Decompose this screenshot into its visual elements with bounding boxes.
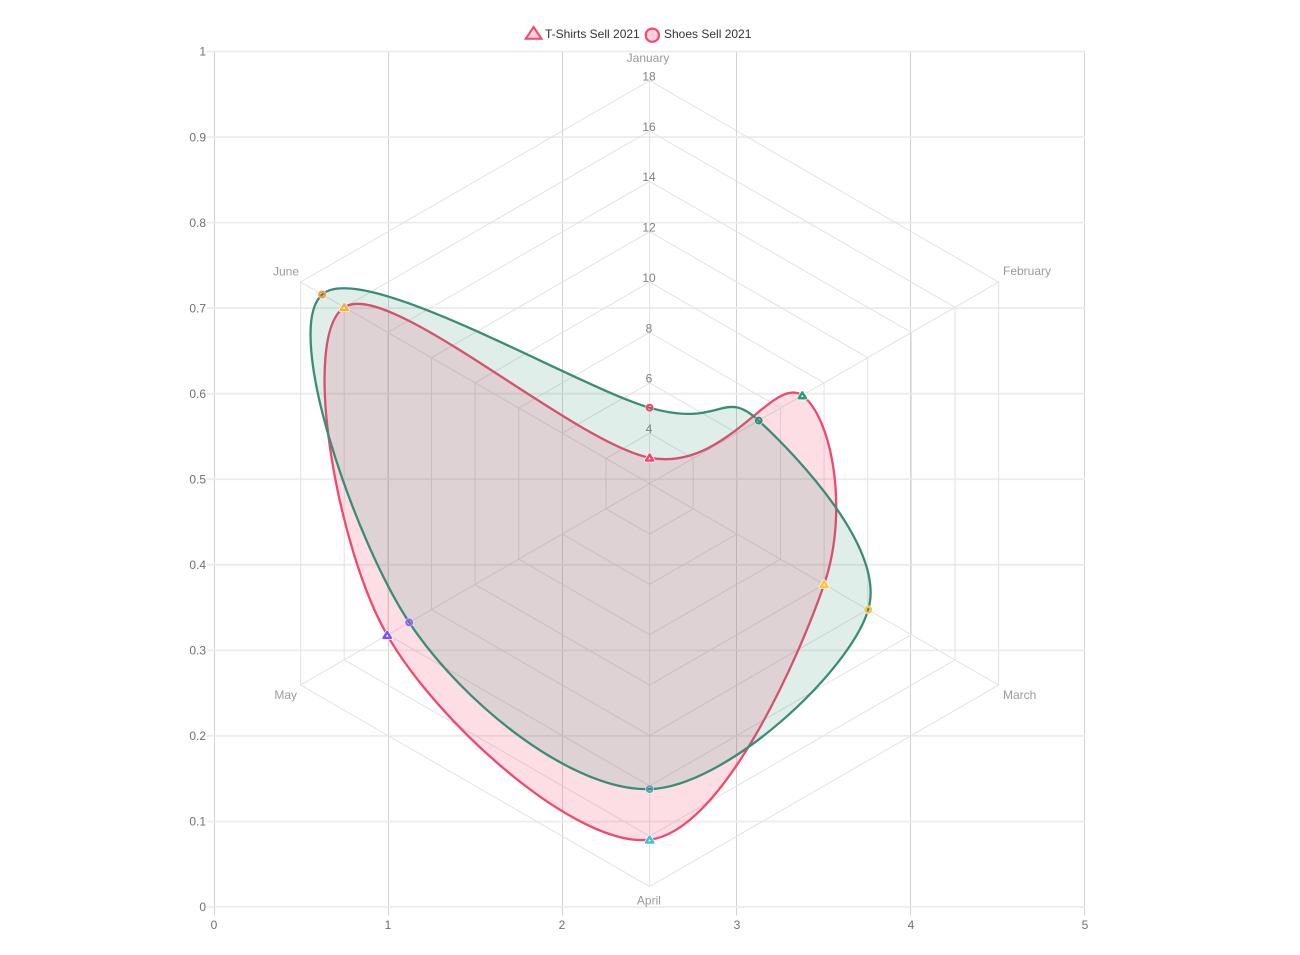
svg-text:Shoes Sell 2021: Shoes Sell 2021 [664,27,752,41]
svg-text:5: 5 [1082,918,1089,932]
svg-text:2: 2 [559,918,566,932]
svg-text:16: 16 [642,120,656,134]
svg-text:May: May [274,688,297,702]
svg-text:June: June [273,265,299,279]
svg-text:1: 1 [385,918,392,932]
svg-text:0: 0 [211,918,218,932]
svg-text:0.5: 0.5 [189,472,206,486]
svg-text:0.2: 0.2 [189,729,206,743]
svg-text:4: 4 [908,918,915,932]
svg-text:4: 4 [646,422,653,436]
svg-text:3: 3 [734,918,741,932]
svg-text:0.3: 0.3 [189,644,206,658]
svg-text:March: March [1003,688,1036,702]
svg-text:April: April [637,894,661,908]
svg-text:12: 12 [642,221,656,235]
svg-text:0.9: 0.9 [189,130,206,144]
svg-text:T-Shirts Sell 2021: T-Shirts Sell 2021 [545,27,640,41]
svg-text:0: 0 [199,900,206,914]
svg-text:0.8: 0.8 [189,216,206,230]
svg-text:10: 10 [642,271,656,285]
svg-text:0.1: 0.1 [189,815,206,829]
svg-text:6: 6 [646,372,653,386]
svg-text:0.7: 0.7 [189,301,206,315]
svg-text:0.4: 0.4 [189,558,206,572]
svg-text:January: January [627,51,670,65]
svg-text:8: 8 [646,321,653,335]
svg-text:14: 14 [642,170,656,184]
svg-text:1: 1 [199,45,206,59]
svg-text:0.6: 0.6 [189,387,206,401]
svg-text:18: 18 [642,69,656,83]
svg-text:February: February [1003,264,1051,278]
